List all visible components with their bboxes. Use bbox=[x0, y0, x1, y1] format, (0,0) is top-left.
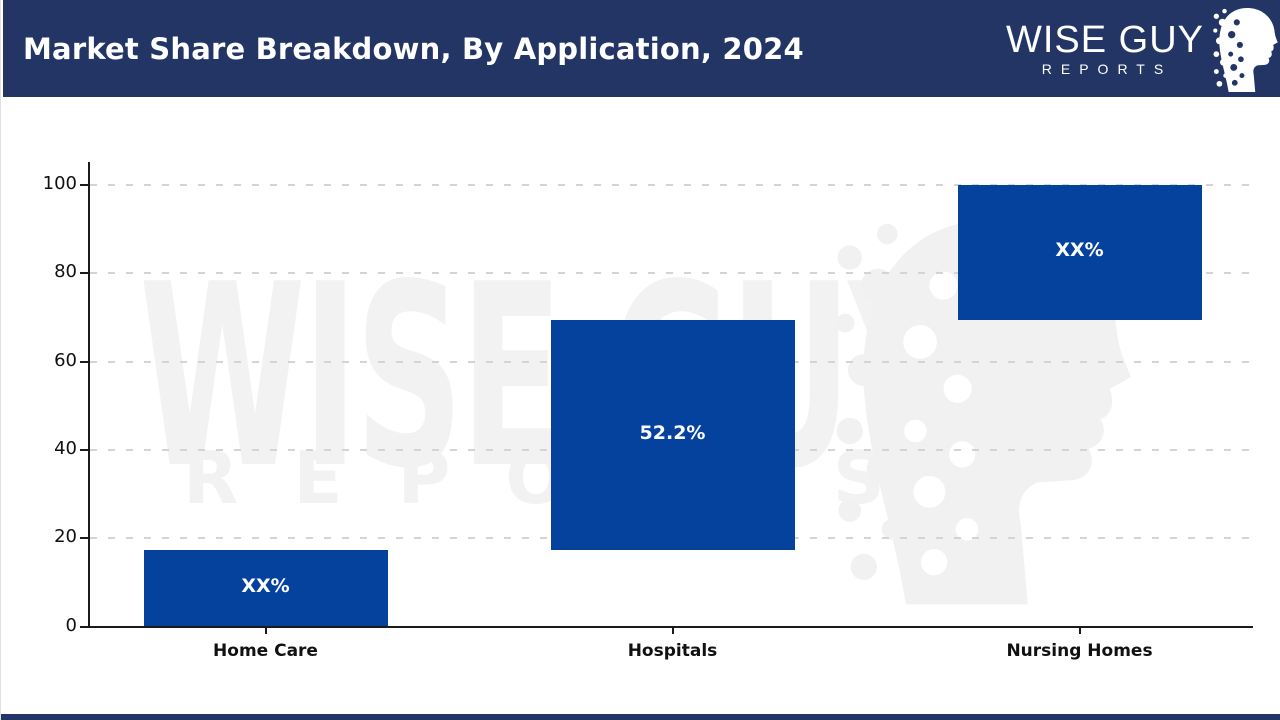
header-bar: Market Share Breakdown, By Application, … bbox=[3, 0, 1280, 97]
y-tick-label: 0 bbox=[65, 614, 77, 636]
y-tick-label: 60 bbox=[54, 349, 77, 371]
y-tick-label: 20 bbox=[54, 526, 77, 548]
y-tick-mark bbox=[80, 272, 88, 275]
y-tick-mark bbox=[80, 625, 88, 628]
y-tick-mark bbox=[80, 184, 88, 186]
bar-value-label: XX% bbox=[241, 575, 290, 598]
x-tick-mark bbox=[264, 627, 267, 634]
logo-wordmark: WISE GUY bbox=[1005, 19, 1204, 61]
y-tick-label: 40 bbox=[54, 437, 77, 459]
y-tick-mark bbox=[80, 360, 88, 363]
wiseguy-logo: WISE GUY REPORTS bbox=[1006, 0, 1280, 97]
x-tick-mark bbox=[671, 627, 674, 634]
bar-value-label: 52.2% bbox=[639, 421, 706, 444]
x-category-label: Hospitals bbox=[627, 640, 718, 661]
bar bbox=[143, 550, 388, 627]
page-title: Market Share Breakdown, By Application, … bbox=[23, 31, 804, 66]
y-tick-label: 100 bbox=[42, 173, 77, 194]
gridline bbox=[90, 272, 1253, 275]
logo-text: WISE GUY REPORTS bbox=[1006, 21, 1204, 76]
x-category-label: Nursing Homes bbox=[1006, 640, 1153, 661]
y-tick-mark bbox=[80, 448, 88, 451]
gridline bbox=[90, 184, 1253, 186]
y-axis-line bbox=[88, 162, 90, 628]
bar-value-label: XX% bbox=[1055, 239, 1104, 262]
wiseguy-face-icon bbox=[1213, 7, 1278, 92]
y-tick-label: 80 bbox=[54, 261, 77, 283]
logo-subtitle: REPORTS bbox=[1041, 61, 1173, 77]
x-axis-line bbox=[88, 625, 1253, 628]
x-tick-mark bbox=[1078, 627, 1081, 634]
bar bbox=[550, 319, 795, 551]
footer-bar bbox=[1, 714, 1280, 720]
y-tick-mark bbox=[80, 537, 88, 540]
x-category-label: Home Care bbox=[213, 640, 318, 661]
